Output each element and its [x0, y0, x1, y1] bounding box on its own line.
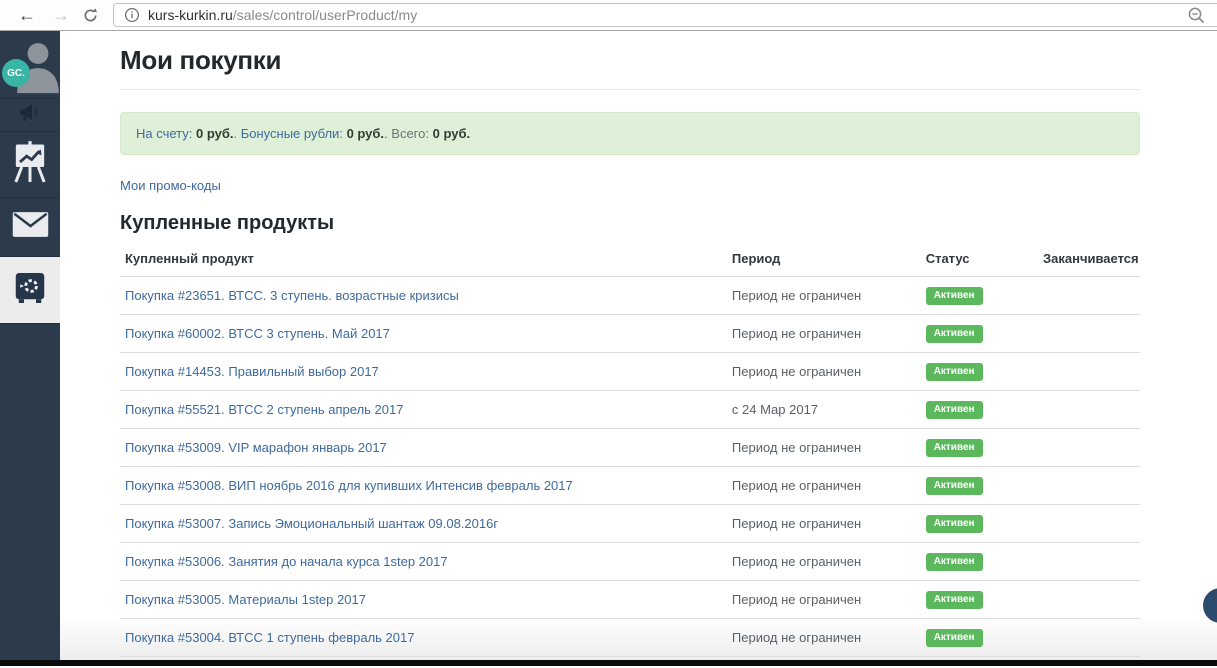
sidebar-item-announcements[interactable]: [0, 99, 60, 132]
status-badge: Активен: [925, 439, 983, 457]
bottom-black-strip: [0, 660, 1217, 666]
url-path: /sales/control/userProduct/my: [232, 7, 418, 23]
bonus-rubles-value: 0 руб.: [346, 126, 385, 141]
table-row: Покупка #14453. Правильный выбор 2017 Пе…: [120, 352, 1140, 391]
ends-cell: [1037, 352, 1140, 391]
column-header-ends: Заканчивается: [1037, 243, 1140, 277]
section-title: Купленные продукты: [120, 212, 335, 234]
table-row: Покупка #53007. Запись Эмоциональный шан…: [120, 504, 1140, 543]
status-badge: Активен: [925, 477, 983, 495]
period-cell: Период не ограничен: [726, 352, 921, 391]
total-label: Всего:: [391, 126, 429, 141]
period-cell: Период не ограничен: [726, 618, 921, 657]
period-cell: Период не ограничен: [726, 542, 921, 581]
column-header-status: Статус: [920, 243, 1038, 277]
info-icon[interactable]: [124, 7, 140, 23]
purchases-table: Купленный продукт Период Статус Заканчив…: [120, 243, 1140, 660]
purchases-table-body: Покупка #23651. ВТСС. 3 ступень. возраст…: [120, 276, 1140, 660]
table-row: Покупка #60002. ВТСС 3 ступень. Май 2017…: [120, 314, 1140, 353]
purchase-link[interactable]: Покупка #53009. VIP марафон январь 2017: [125, 440, 387, 455]
url-text: kurs-kurkin.ru/sales/control/userProduct…: [148, 7, 417, 23]
ends-cell: [1037, 466, 1140, 505]
table-row: Покупка #53008. ВИП ноябрь 2016 для купи…: [120, 466, 1140, 505]
status-badge: Активен: [925, 325, 983, 343]
status-badge: Активен: [925, 629, 983, 647]
ends-cell: [1037, 542, 1140, 581]
page-title: Мои покупки: [120, 45, 282, 75]
table-row: Покупка #53003. "Искусство влияния" курс…: [120, 656, 1140, 660]
account-balance-link[interactable]: На счету:: [136, 126, 193, 141]
status-badge: Активен: [925, 287, 983, 305]
table-row: Покупка #55521. ВТСС 2 ступень апрель 20…: [120, 390, 1140, 429]
table-row: Покупка #23651. ВТСС. 3 ступень. возраст…: [120, 276, 1140, 315]
sidebar: GC.: [0, 31, 60, 660]
ends-cell: [1037, 504, 1140, 543]
period-cell: Период не ограничен: [726, 466, 921, 505]
sidebar-item-profile[interactable]: GC.: [0, 31, 60, 99]
chat-widget-button[interactable]: [1203, 588, 1217, 623]
app-window: GC.: [0, 31, 1217, 660]
purchases-table-head: Купленный продукт Период Статус Заканчив…: [120, 243, 1140, 277]
purchase-link[interactable]: Покупка #53005. Материалы 1step 2017: [125, 592, 366, 607]
column-header-period: Период: [726, 243, 921, 277]
table-row: Покупка #53006. Занятия до начала курса …: [120, 542, 1140, 581]
status-badge: Активен: [925, 553, 983, 571]
purchase-link[interactable]: Покупка #53007. Запись Эмоциональный шан…: [125, 516, 499, 531]
ends-cell: [1037, 580, 1140, 619]
main-content: Мои покупки На счету: 0 руб.. Бонусные р…: [60, 31, 1217, 660]
sidebar-item-purchases[interactable]: [0, 257, 60, 324]
sidebar-spacer: [0, 324, 60, 660]
period-cell: Период не ограничен: [726, 314, 921, 353]
ends-cell: [1037, 428, 1140, 467]
status-badge: Активен: [925, 591, 983, 609]
chart-easel-icon: [10, 140, 50, 189]
account-balance-value: 0 руб.: [196, 126, 234, 141]
sidebar-item-stats[interactable]: [0, 132, 60, 198]
column-header-product: Купленный продукт: [120, 243, 727, 277]
zoom-out-icon[interactable]: [1187, 6, 1212, 25]
megaphone-icon: [18, 103, 42, 128]
browser-toolbar: ← → kurs-kurkin.ru/sales/control/userPro…: [0, 0, 1217, 31]
period-cell: Период не ограничен: [726, 428, 921, 467]
purchase-link[interactable]: Покупка #53008. ВИП ноябрь 2016 для купи…: [125, 478, 573, 493]
ends-cell: [1037, 390, 1140, 429]
avatar-badge: GC.: [2, 59, 30, 87]
envelope-icon: [12, 211, 49, 243]
period-cell: с 24 Мар 2017: [726, 390, 921, 429]
banner-separator: .: [233, 126, 241, 141]
ends-cell: [1037, 618, 1140, 657]
url-host: kurs-kurkin.ru: [148, 7, 233, 23]
purchase-link[interactable]: Покупка #55521. ВТСС 2 ступень апрель 20…: [125, 402, 404, 417]
safe-vault-icon: [12, 270, 48, 311]
status-badge: Активен: [925, 401, 983, 419]
purchase-link[interactable]: Покупка #14453. Правильный выбор 2017: [125, 364, 379, 379]
ends-cell: [1037, 276, 1140, 315]
status-badge: Активен: [925, 363, 983, 381]
period-cell: Период не ограничен: [726, 504, 921, 543]
period-cell: Период не ограничен: [726, 580, 921, 619]
total-value: 0 руб.: [432, 126, 471, 141]
ends-cell: [1037, 656, 1140, 660]
bonus-rubles-link[interactable]: Бонусные рубли:: [240, 126, 343, 141]
purchase-link[interactable]: Покупка #23651. ВТСС. 3 ступень. возраст…: [125, 288, 459, 303]
browser-back-button[interactable]: ←: [18, 5, 36, 25]
status-badge: Активен: [925, 515, 983, 533]
banner-separator: .: [384, 126, 392, 141]
period-cell: Период не ограничен: [726, 276, 921, 315]
ends-cell: [1037, 314, 1140, 353]
sidebar-item-messages[interactable]: [0, 198, 60, 257]
browser-forward-button[interactable]: →: [52, 5, 70, 25]
purchase-link[interactable]: Покупка #53004. ВТСС 1 ступень февраль 2…: [125, 630, 415, 645]
table-row: Покупка #53009. VIP марафон январь 2017 …: [120, 428, 1140, 467]
title-divider: [120, 89, 1140, 90]
purchase-link[interactable]: Покупка #53006. Занятия до начала курса …: [125, 554, 448, 569]
period-cell: Период не ограничен: [726, 656, 921, 660]
refresh-icon[interactable]: [78, 7, 105, 24]
purchase-link[interactable]: Покупка #60002. ВТСС 3 ступень. Май 2017: [125, 326, 390, 341]
promo-codes-link[interactable]: Мои промо-коды: [120, 178, 221, 193]
table-row: Покупка #53005. Материалы 1step 2017 Пер…: [120, 580, 1140, 619]
balance-banner: На счету: 0 руб.. Бонусные рубли: 0 руб.…: [120, 112, 1140, 155]
address-bar[interactable]: kurs-kurkin.ru/sales/control/userProduct…: [113, 3, 1217, 27]
table-row: Покупка #53004. ВТСС 1 ступень февраль 2…: [120, 618, 1140, 657]
